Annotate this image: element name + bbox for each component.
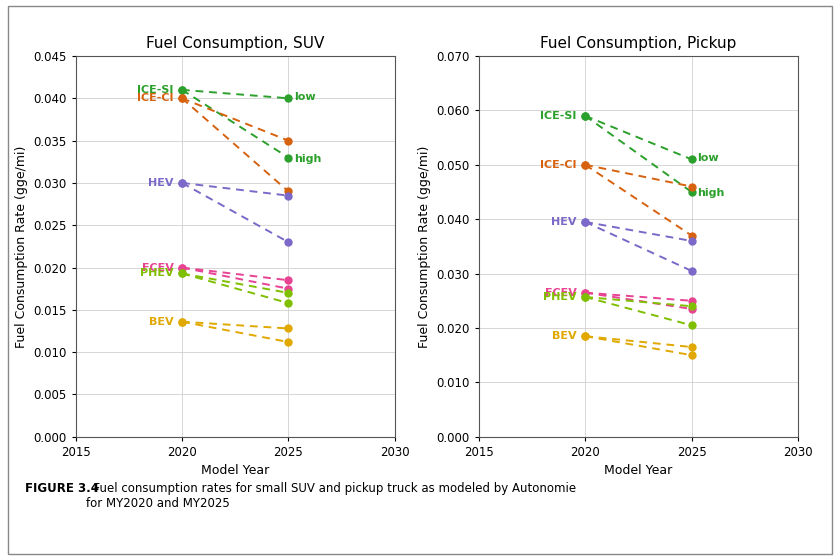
Text: high: high <box>697 188 724 198</box>
X-axis label: Model Year: Model Year <box>201 464 270 477</box>
Text: FIGURE 3.4: FIGURE 3.4 <box>25 482 99 494</box>
Title: Fuel Consumption, SUV: Fuel Consumption, SUV <box>146 36 324 50</box>
Text: HEV: HEV <box>551 217 577 227</box>
Text: FCEV: FCEV <box>142 263 174 273</box>
Y-axis label: Fuel Consumption Rate (gge/mi): Fuel Consumption Rate (gge/mi) <box>417 145 431 348</box>
Text: ICE-SI: ICE-SI <box>540 111 577 121</box>
Y-axis label: Fuel Consumption Rate (gge/mi): Fuel Consumption Rate (gge/mi) <box>14 145 28 348</box>
Text: FCEV: FCEV <box>545 288 577 298</box>
Title: Fuel Consumption, Pickup: Fuel Consumption, Pickup <box>540 36 737 50</box>
Text: BEV: BEV <box>149 317 174 326</box>
Text: Fuel consumption rates for small SUV and pickup truck as modeled by Autonomie
fo: Fuel consumption rates for small SUV and… <box>86 482 575 510</box>
Text: HEV: HEV <box>148 178 174 188</box>
Text: ICE-SI: ICE-SI <box>137 85 174 95</box>
Text: ICE-CI: ICE-CI <box>540 160 577 170</box>
Text: ICE-CI: ICE-CI <box>137 94 174 103</box>
Text: BEV: BEV <box>552 331 577 341</box>
Text: high: high <box>294 154 321 164</box>
X-axis label: Model Year: Model Year <box>604 464 673 477</box>
Text: low: low <box>294 92 315 101</box>
Text: PHEV: PHEV <box>543 292 577 302</box>
Text: PHEV: PHEV <box>140 268 174 278</box>
Text: low: low <box>697 153 718 164</box>
